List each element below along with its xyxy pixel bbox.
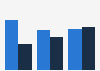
Bar [18, 44, 32, 70]
Bar [50, 37, 63, 70]
Bar [37, 30, 50, 70]
Bar [68, 29, 82, 70]
Bar [5, 20, 18, 70]
Bar [82, 27, 95, 70]
